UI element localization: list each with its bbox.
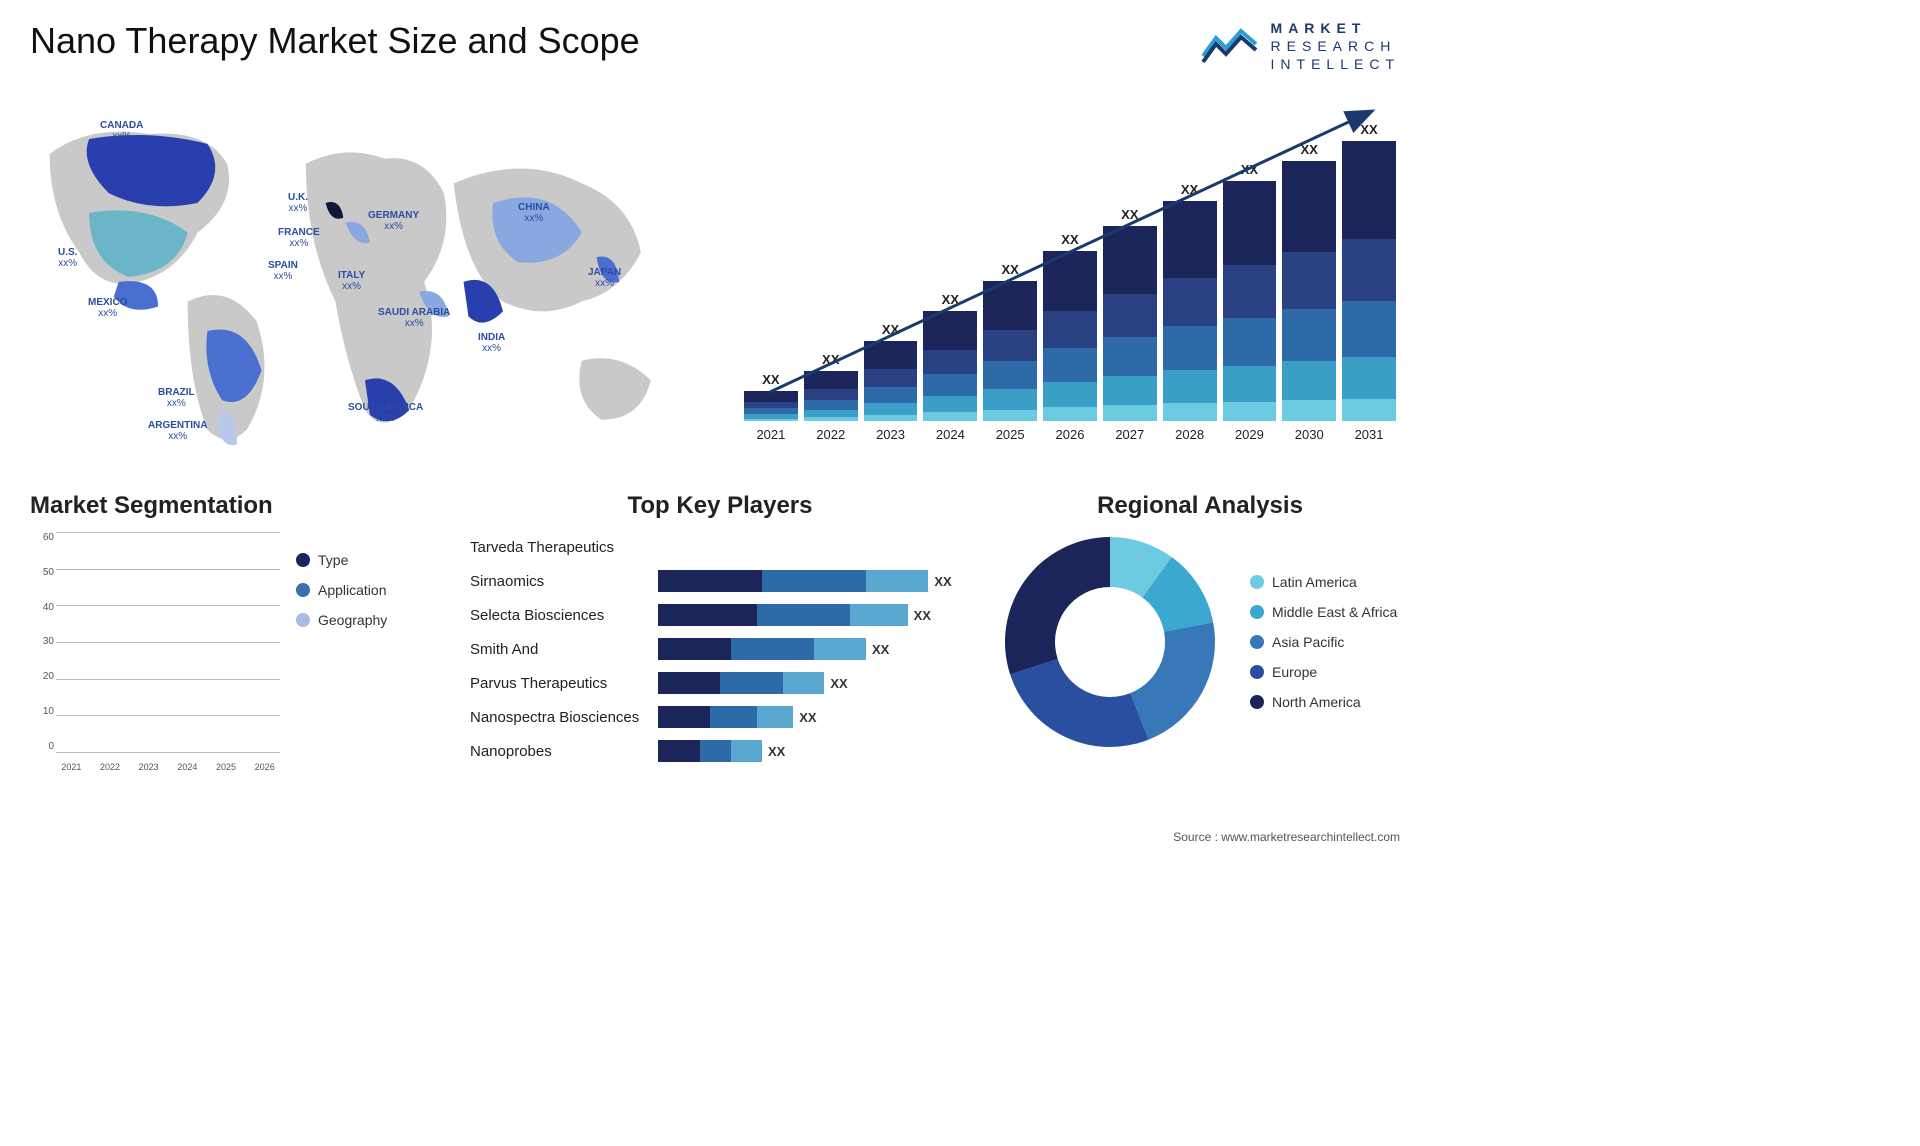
legend-item: Asia Pacific bbox=[1250, 634, 1397, 650]
map-label: ITALYxx% bbox=[338, 270, 365, 292]
map-label: SOUTH AFRICAxx% bbox=[348, 402, 423, 424]
players-title: Top Key Players bbox=[470, 492, 970, 520]
segmentation-title: Market Segmentation bbox=[30, 492, 440, 520]
legend-item: Middle East & Africa bbox=[1250, 604, 1397, 620]
player-row: Selecta BiosciencesXX bbox=[470, 600, 970, 630]
legend-item: North America bbox=[1250, 694, 1397, 710]
world-map: CANADAxx% U.S.xx% MEXICOxx% BRAZILxx% ARGENT… bbox=[30, 82, 700, 462]
legend-item: Type bbox=[296, 552, 387, 568]
player-row: Parvus TherapeuticsXX bbox=[470, 668, 970, 698]
growth-bar: XX2029 bbox=[1223, 162, 1277, 442]
growth-chart: XX2021XX2022XX2023XX2024XX2025XX2026XX20… bbox=[740, 82, 1400, 462]
growth-bar: XX2028 bbox=[1163, 182, 1217, 442]
player-row: Nanospectra BiosciencesXX bbox=[470, 702, 970, 732]
map-label: CHINAxx% bbox=[518, 202, 550, 224]
map-label: U.K.xx% bbox=[288, 192, 308, 214]
growth-bar: XX2024 bbox=[923, 292, 977, 442]
source-caption: Source : www.marketresearchintellect.com bbox=[1173, 830, 1400, 844]
map-label: U.S.xx% bbox=[58, 247, 77, 269]
legend-item: Europe bbox=[1250, 664, 1397, 680]
regional-panel: Regional Analysis Latin America Middle Ea… bbox=[1000, 492, 1400, 772]
segmentation-panel: Market Segmentation 6050403020100 202120… bbox=[30, 492, 440, 772]
growth-bar: XX2022 bbox=[804, 352, 858, 442]
donut-slice bbox=[1130, 622, 1215, 739]
map-label: MEXICOxx% bbox=[88, 297, 127, 319]
header: Nano Therapy Market Size and Scope MARKE… bbox=[30, 20, 1400, 72]
map-label: FRANCExx% bbox=[278, 227, 320, 249]
segmentation-chart: 6050403020100 202120222023202420252026 bbox=[30, 532, 280, 772]
player-row: Tarveda Therapeutics bbox=[470, 532, 970, 562]
donut-slice bbox=[1005, 537, 1110, 674]
growth-bar: XX2030 bbox=[1282, 142, 1336, 442]
map-label: GERMANYxx% bbox=[368, 210, 419, 232]
logo-mark-icon bbox=[1201, 26, 1261, 66]
growth-bar: XX2021 bbox=[744, 372, 798, 442]
legend-item: Application bbox=[296, 582, 387, 598]
growth-bar: XX2025 bbox=[983, 262, 1037, 442]
players-panel: Top Key Players Tarveda Therapeutics Sirn… bbox=[470, 492, 970, 772]
page-title: Nano Therapy Market Size and Scope bbox=[30, 20, 640, 62]
regional-donut-chart bbox=[1000, 532, 1220, 752]
map-label: BRAZILxx% bbox=[158, 387, 195, 409]
growth-bar: XX2026 bbox=[1043, 232, 1097, 442]
player-row: Smith AndXX bbox=[470, 634, 970, 664]
map-label: SAUDI ARABIAxx% bbox=[378, 307, 450, 329]
regional-legend: Latin America Middle East & Africa Asia Pa… bbox=[1250, 574, 1397, 710]
map-label: CANADAxx% bbox=[100, 120, 143, 142]
map-label: INDIAxx% bbox=[478, 332, 505, 354]
legend-item: Geography bbox=[296, 612, 387, 628]
player-row: NanoprobesXX bbox=[470, 736, 970, 766]
brand-logo: MARKET RESEARCH INTELLECT bbox=[1201, 20, 1400, 72]
donut-slice bbox=[1010, 659, 1149, 747]
growth-bar: XX2027 bbox=[1103, 207, 1157, 442]
logo-text: MARKET RESEARCH INTELLECT bbox=[1271, 20, 1400, 72]
regional-title: Regional Analysis bbox=[1000, 492, 1400, 520]
segmentation-legend: Type Application Geography bbox=[296, 532, 387, 772]
map-label: SPAINxx% bbox=[268, 260, 298, 282]
growth-bar: XX2031 bbox=[1342, 122, 1396, 442]
player-row: SirnaomicsXX bbox=[470, 566, 970, 596]
legend-item: Latin America bbox=[1250, 574, 1397, 590]
map-label: JAPANxx% bbox=[588, 267, 621, 289]
growth-bar: XX2023 bbox=[864, 322, 918, 442]
map-label: ARGENTINAxx% bbox=[148, 420, 207, 442]
